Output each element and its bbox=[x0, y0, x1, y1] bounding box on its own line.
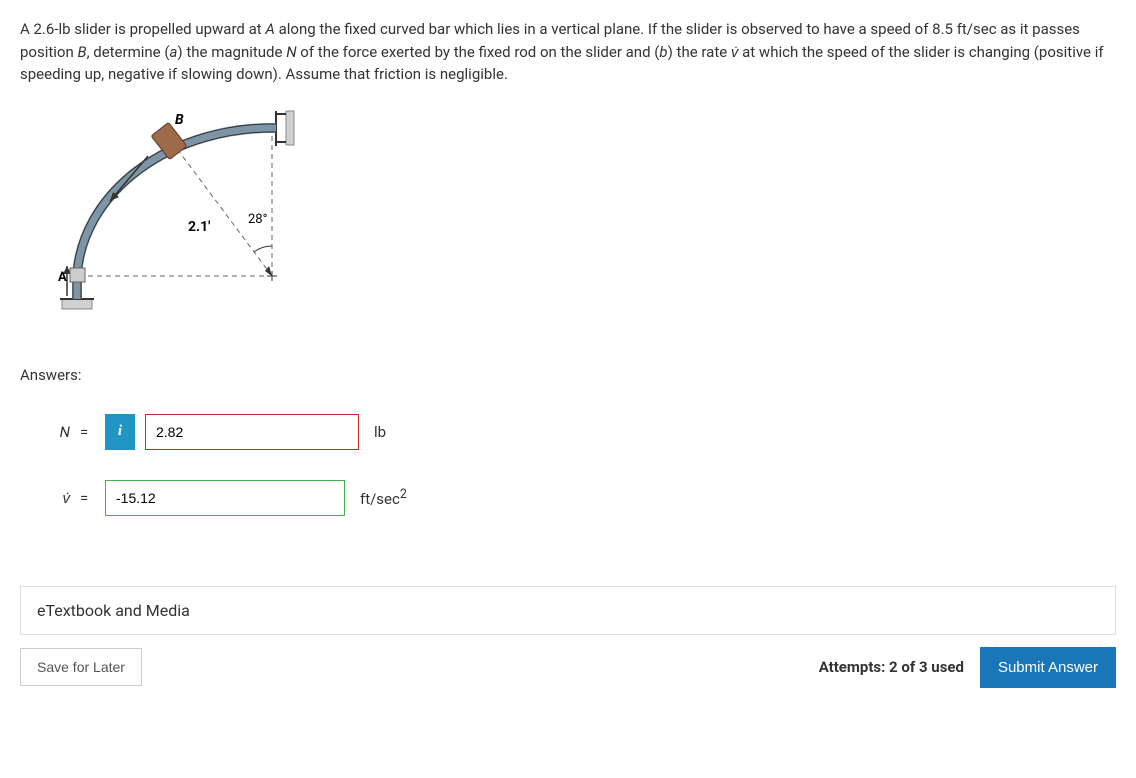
problem-figure: B A 2.1' 28° bbox=[40, 106, 320, 336]
radius-label: 2.1' bbox=[188, 219, 210, 235]
problem-statement: A 2.6-lb slider is propelled upward at A… bbox=[20, 18, 1116, 86]
answer-row-N: N = i lb bbox=[40, 414, 1116, 450]
submit-answer-button[interactable]: Submit Answer bbox=[980, 647, 1116, 688]
info-icon[interactable]: i bbox=[105, 414, 135, 450]
label-B: B bbox=[175, 112, 184, 128]
equals-sign: = bbox=[80, 423, 95, 441]
label-A: A bbox=[58, 270, 67, 285]
save-for-later-button[interactable]: Save for Later bbox=[20, 648, 142, 686]
N-input[interactable] bbox=[145, 414, 359, 450]
equals-sign: = bbox=[80, 489, 95, 507]
var-vdot: v̇ bbox=[40, 489, 70, 507]
angle-label: 28° bbox=[248, 212, 268, 227]
var-N: N bbox=[40, 423, 70, 441]
etextbook-media-bar[interactable]: eTextbook and Media bbox=[20, 586, 1116, 635]
answer-row-vdot: v̇ = ft/sec2 bbox=[40, 480, 1116, 516]
unit-ftsec2: ft/sec2 bbox=[360, 487, 407, 508]
bottom-bar: Save for Later Attempts: 2 of 3 used Sub… bbox=[20, 647, 1116, 688]
attempts-text: Attempts: 2 of 3 used bbox=[819, 658, 964, 676]
answers-heading: Answers: bbox=[20, 366, 1116, 384]
unit-lb: lb bbox=[374, 423, 386, 441]
vdot-input[interactable] bbox=[105, 480, 345, 516]
